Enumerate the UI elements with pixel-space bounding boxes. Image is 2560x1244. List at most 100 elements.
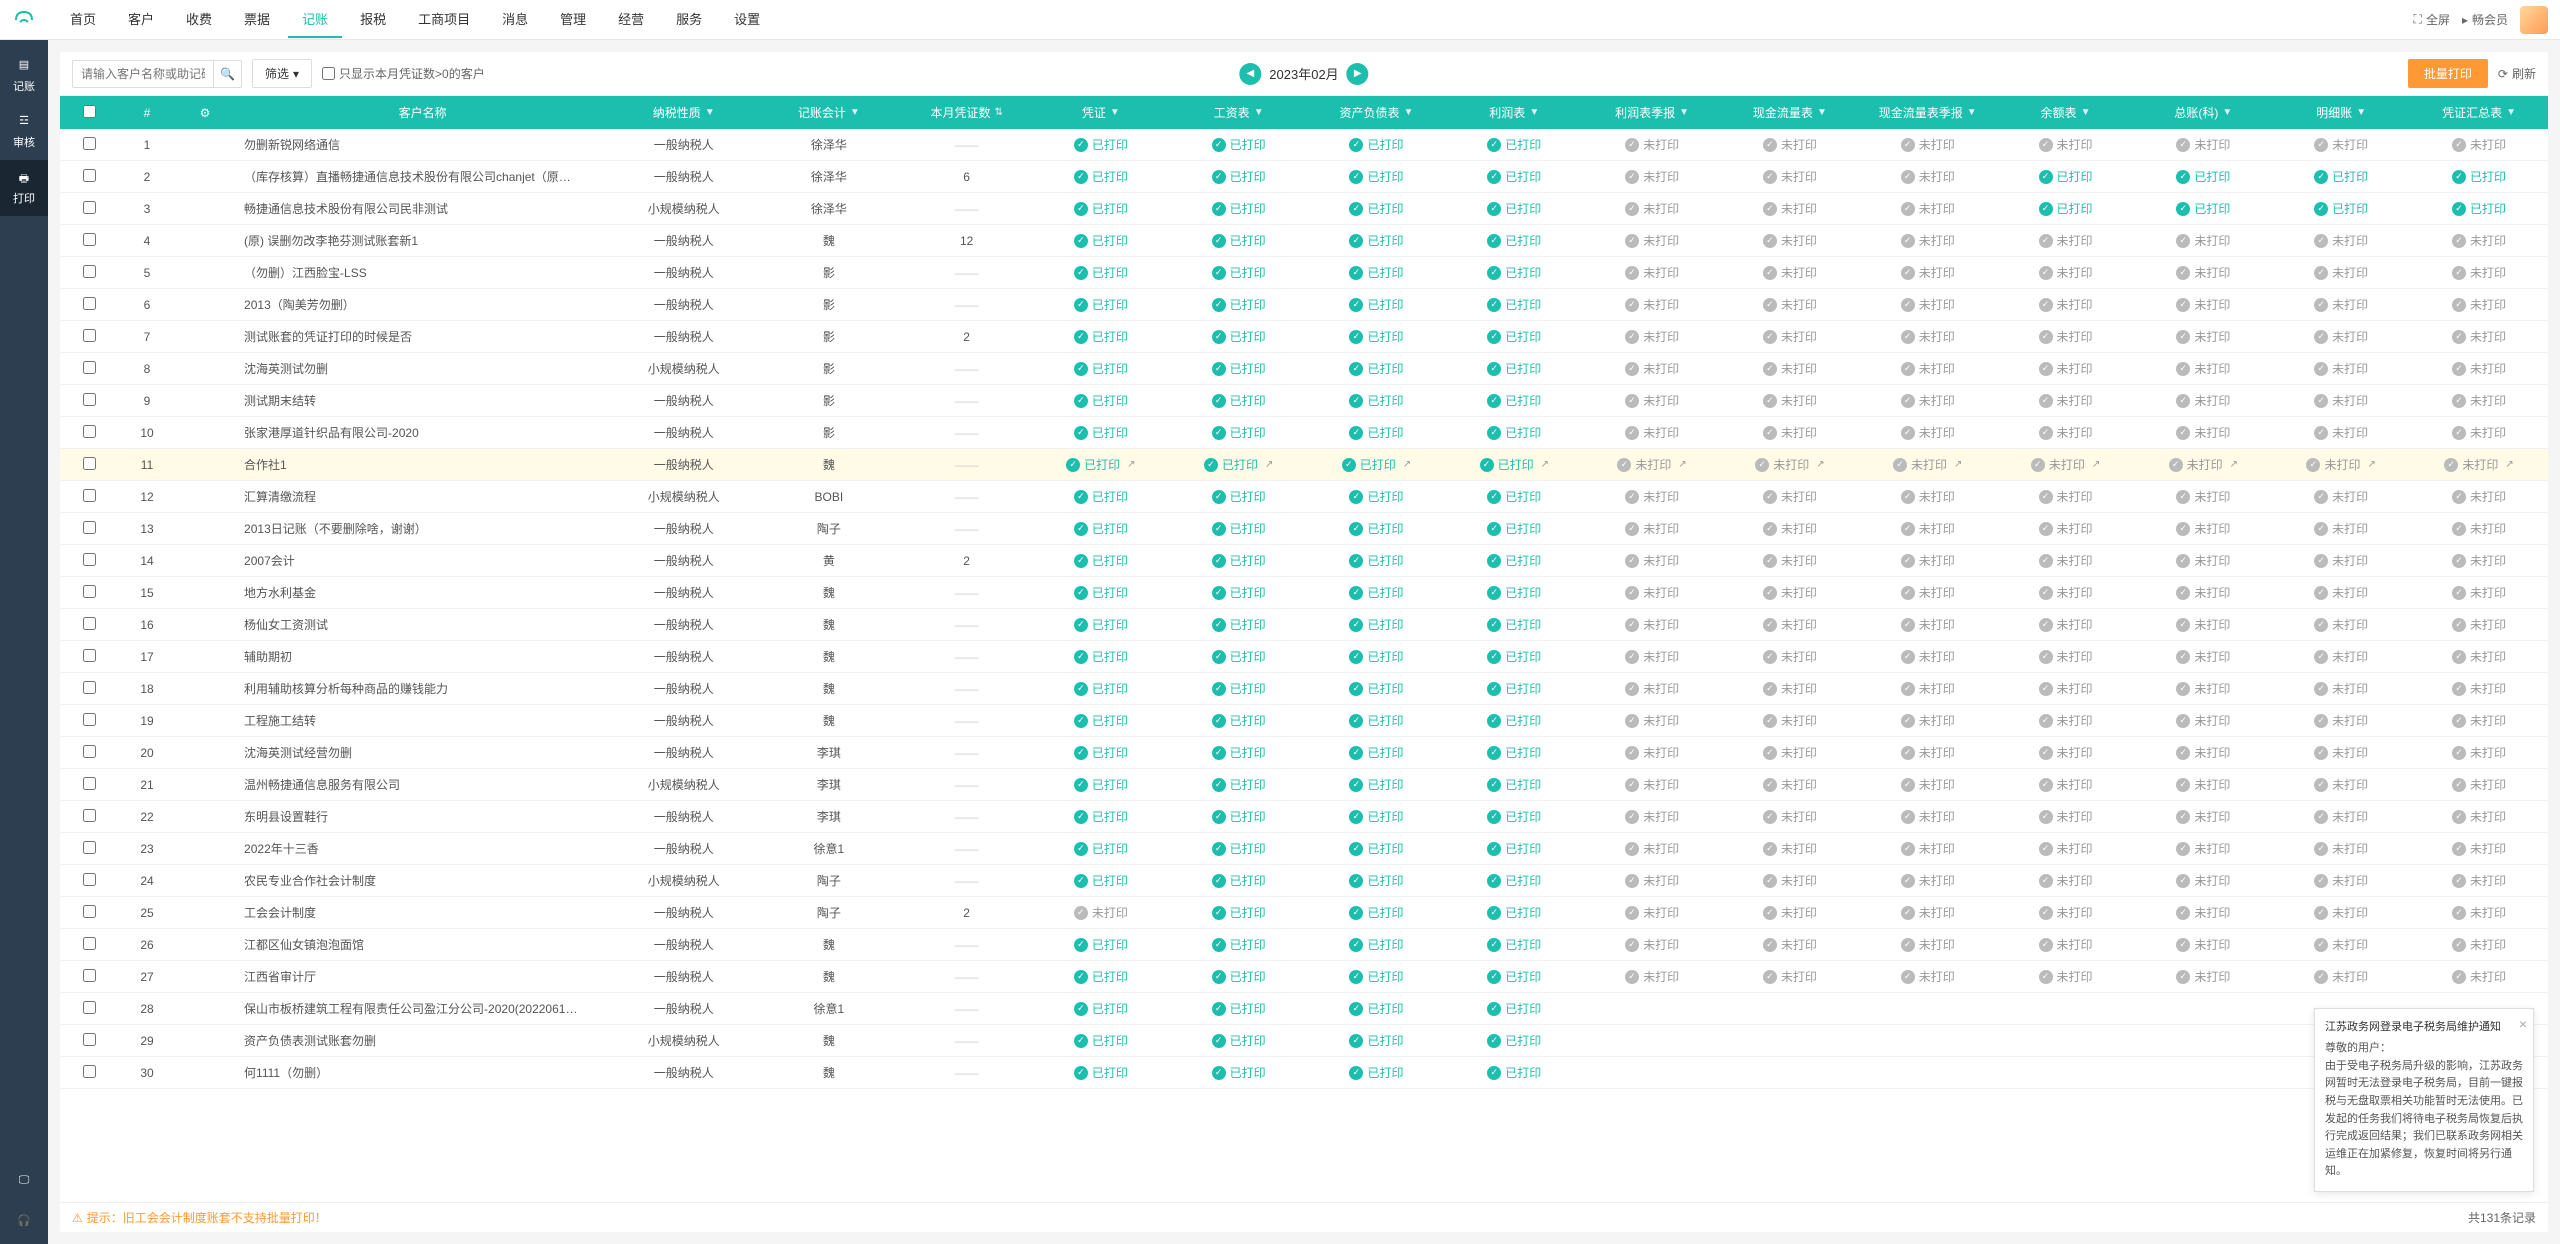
status-printed[interactable]: ✓已打印 bbox=[1487, 840, 1541, 857]
status-unprinted[interactable]: ✓未打印 bbox=[2314, 584, 2368, 601]
status-unprinted[interactable]: ✓未打印 bbox=[1901, 264, 1955, 281]
table-row[interactable]: 8沈海英测试勿删小规模纳税人影——✓已打印✓已打印✓已打印✓已打印✓未打印✓未打… bbox=[60, 353, 2548, 385]
status-printed[interactable]: ✓已打印 bbox=[1487, 776, 1541, 793]
status-unprinted[interactable]: ✓未打印 bbox=[1901, 296, 1955, 313]
status-unprinted[interactable]: ✓未打印 bbox=[2314, 648, 2368, 665]
status-printed[interactable]: ✓已打印 bbox=[1212, 488, 1266, 505]
status-unprinted[interactable]: ✓未打印 bbox=[1625, 744, 1679, 761]
status-printed[interactable]: ✓已打印↗ bbox=[1480, 456, 1549, 473]
status-unprinted[interactable]: ✓未打印 bbox=[1763, 264, 1817, 281]
customer-name[interactable]: 何1111（勿删） bbox=[234, 1057, 611, 1089]
status-unprinted[interactable]: ✓未打印 bbox=[2176, 968, 2230, 985]
status-unprinted[interactable]: ✓未打印 bbox=[1901, 424, 1955, 441]
row-checkbox[interactable] bbox=[83, 489, 96, 502]
status-printed[interactable]: ✓已打印 bbox=[1487, 232, 1541, 249]
status-printed[interactable]: ✓已打印 bbox=[2314, 168, 2368, 185]
status-unprinted[interactable]: ✓未打印 bbox=[1901, 360, 1955, 377]
filter-button[interactable]: 筛选 ▾ bbox=[252, 59, 312, 88]
status-unprinted[interactable]: ✓未打印 bbox=[1625, 392, 1679, 409]
table-row[interactable]: 21温州畅捷通信息服务有限公司小规模纳税人李琪——✓已打印✓已打印✓已打印✓已打… bbox=[60, 769, 2548, 801]
sidebar-item-audit[interactable]: ☲审核 bbox=[0, 104, 48, 160]
status-printed[interactable]: ✓已打印 bbox=[1487, 424, 1541, 441]
status-unprinted[interactable]: ✓未打印 bbox=[2452, 328, 2506, 345]
status-unprinted[interactable]: ✓未打印 bbox=[1901, 232, 1955, 249]
row-checkbox[interactable] bbox=[83, 137, 96, 150]
status-printed[interactable]: ✓已打印 bbox=[1349, 904, 1403, 921]
status-unprinted[interactable]: ✓未打印 bbox=[2039, 936, 2093, 953]
status-unprinted[interactable]: ✓未打印 bbox=[1901, 584, 1955, 601]
status-unprinted[interactable]: ✓未打印 bbox=[2452, 776, 2506, 793]
status-printed[interactable]: ✓已打印 bbox=[1349, 712, 1403, 729]
status-printed[interactable]: ✓已打印 bbox=[2452, 200, 2506, 217]
status-printed[interactable]: ✓已打印 bbox=[1349, 936, 1403, 953]
status-unprinted[interactable]: ✓未打印 bbox=[2176, 232, 2230, 249]
status-unprinted[interactable]: ✓未打印 bbox=[2452, 264, 2506, 281]
status-printed[interactable]: ✓已打印 bbox=[1212, 328, 1266, 345]
status-unprinted[interactable]: ✓未打印 bbox=[2039, 552, 2093, 569]
status-unprinted[interactable]: ✓未打印 bbox=[2039, 488, 2093, 505]
customer-name[interactable]: 温州畅捷通信息服务有限公司 bbox=[234, 769, 611, 801]
status-unprinted[interactable]: ✓未打印 bbox=[2314, 328, 2368, 345]
sidebar-item-print[interactable]: 🖶打印 bbox=[0, 160, 48, 216]
status-unprinted[interactable]: ✓未打印 bbox=[2176, 136, 2230, 153]
status-printed[interactable]: ✓已打印 bbox=[1212, 392, 1266, 409]
status-unprinted[interactable]: ✓未打印 bbox=[1901, 840, 1955, 857]
row-checkbox[interactable] bbox=[83, 745, 96, 758]
status-unprinted[interactable]: ✓未打印 bbox=[2314, 392, 2368, 409]
customer-name[interactable]: 2007会计 bbox=[234, 545, 611, 577]
status-printed[interactable]: ✓已打印 bbox=[1487, 936, 1541, 953]
customer-name[interactable]: 东明县设置鞋行 bbox=[234, 801, 611, 833]
row-checkbox[interactable] bbox=[83, 457, 96, 470]
status-printed[interactable]: ✓已打印 bbox=[1349, 360, 1403, 377]
status-unprinted[interactable]: ✓未打印 bbox=[1625, 808, 1679, 825]
status-unprinted[interactable]: ✓未打印 bbox=[1625, 680, 1679, 697]
status-unprinted[interactable]: ✓未打印 bbox=[1625, 360, 1679, 377]
status-unprinted[interactable]: ✓未打印 bbox=[2176, 264, 2230, 281]
status-printed[interactable]: ✓已打印 bbox=[1212, 1064, 1266, 1081]
status-printed[interactable]: ✓已打印 bbox=[1349, 872, 1403, 889]
status-printed[interactable]: ✓已打印 bbox=[1212, 872, 1266, 889]
status-printed[interactable]: ✓已打印 bbox=[1349, 1000, 1403, 1017]
status-unprinted[interactable]: ✓未打印 bbox=[2039, 296, 2093, 313]
status-printed[interactable]: ✓已打印 bbox=[1487, 1032, 1541, 1049]
nav-item-11[interactable]: 设置 bbox=[720, 1, 774, 38]
status-unprinted[interactable]: ✓未打印 bbox=[1625, 488, 1679, 505]
table-row[interactable]: 10张家港厚道针织品有限公司-2020一般纳税人影——✓已打印✓已打印✓已打印✓… bbox=[60, 417, 2548, 449]
status-unprinted[interactable]: ✓未打印 bbox=[2452, 744, 2506, 761]
status-printed[interactable]: ✓已打印 bbox=[1212, 648, 1266, 665]
status-unprinted[interactable]: ✓未打印 bbox=[2039, 328, 2093, 345]
status-printed[interactable]: ✓已打印 bbox=[1212, 808, 1266, 825]
status-unprinted[interactable]: ✓未打印 bbox=[1625, 872, 1679, 889]
status-unprinted[interactable]: ✓未打印 bbox=[1763, 520, 1817, 537]
status-printed[interactable]: ✓已打印 bbox=[1349, 968, 1403, 985]
status-unprinted[interactable]: ✓未打印 bbox=[2176, 680, 2230, 697]
status-unprinted[interactable]: ✓未打印 bbox=[2314, 744, 2368, 761]
status-printed[interactable]: ✓已打印 bbox=[1349, 840, 1403, 857]
status-printed[interactable]: ✓已打印 bbox=[2039, 200, 2093, 217]
status-unprinted[interactable]: ✓未打印 bbox=[1763, 296, 1817, 313]
column-header-0[interactable] bbox=[60, 96, 118, 129]
status-unprinted[interactable]: ✓未打印 bbox=[2452, 552, 2506, 569]
status-printed[interactable]: ✓已打印 bbox=[1487, 904, 1541, 921]
status-printed[interactable]: ✓已打印 bbox=[1487, 136, 1541, 153]
status-printed[interactable]: ✓已打印↗ bbox=[1066, 456, 1135, 473]
status-unprinted[interactable]: ✓未打印 bbox=[2039, 680, 2093, 697]
column-header-5[interactable]: 记账会计▼ bbox=[756, 96, 901, 129]
status-unprinted[interactable]: ✓未打印 bbox=[2452, 488, 2506, 505]
status-printed[interactable]: ✓已打印 bbox=[1487, 744, 1541, 761]
row-checkbox[interactable] bbox=[83, 905, 96, 918]
status-unprinted[interactable]: ✓未打印 bbox=[1763, 232, 1817, 249]
status-unprinted[interactable]: ✓未打印 bbox=[1763, 808, 1817, 825]
status-printed[interactable]: ✓已打印 bbox=[1349, 616, 1403, 633]
status-unprinted[interactable]: ✓未打印 bbox=[1625, 424, 1679, 441]
status-printed[interactable]: ✓已打印 bbox=[1349, 744, 1403, 761]
status-printed[interactable]: ✓已打印 bbox=[1487, 616, 1541, 633]
status-unprinted[interactable]: ✓未打印 bbox=[1763, 616, 1817, 633]
status-unprinted[interactable]: ✓未打印 bbox=[1763, 424, 1817, 441]
status-unprinted[interactable]: ✓未打印 bbox=[2314, 360, 2368, 377]
row-checkbox[interactable] bbox=[83, 585, 96, 598]
status-unprinted[interactable]: ✓未打印 bbox=[2039, 808, 2093, 825]
table-row[interactable]: 15地方水利基金一般纳税人魏——✓已打印✓已打印✓已打印✓已打印✓未打印✓未打印… bbox=[60, 577, 2548, 609]
row-checkbox[interactable] bbox=[83, 873, 96, 886]
status-printed[interactable]: ✓已打印 bbox=[1074, 808, 1128, 825]
